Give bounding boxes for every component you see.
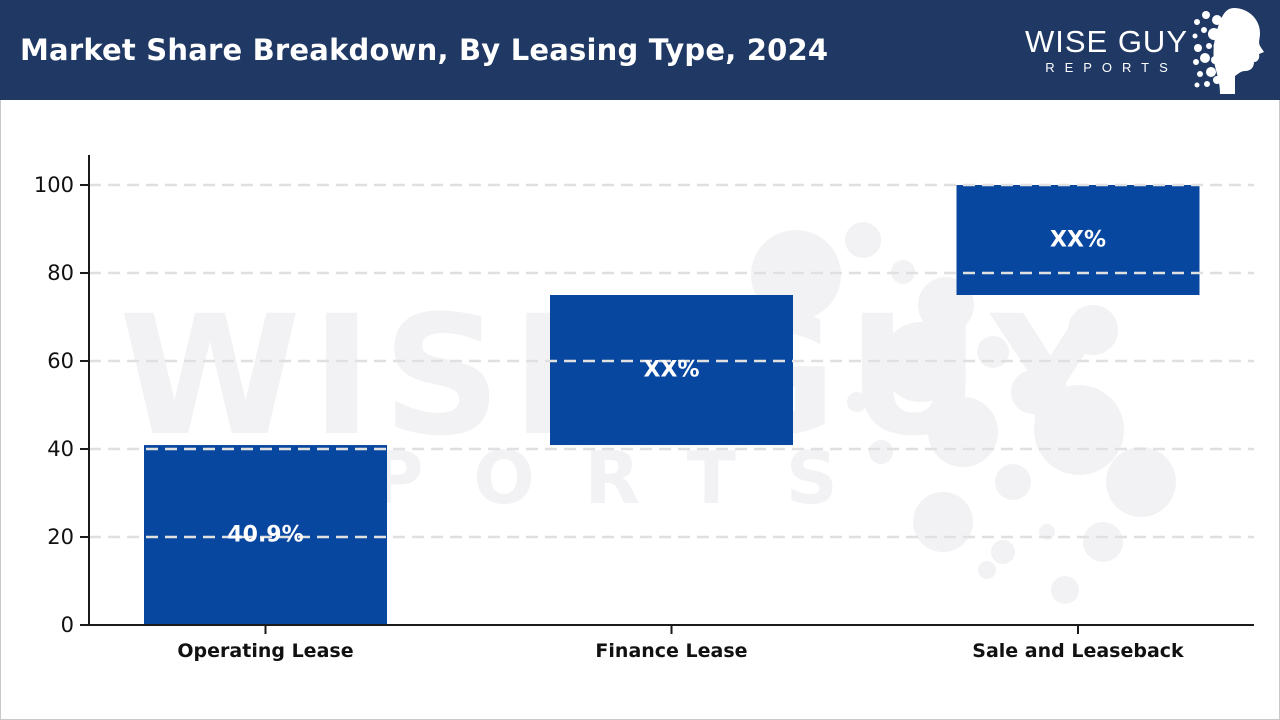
x-tick-label: Sale and Leaseback bbox=[972, 640, 1184, 662]
x-tick-label: Finance Lease bbox=[595, 640, 747, 662]
page-title: Market Share Breakdown, By Leasing Type,… bbox=[20, 33, 829, 67]
watermark-dot bbox=[991, 540, 1015, 564]
watermark-dot bbox=[845, 222, 881, 258]
y-tick-label: 0 bbox=[61, 613, 74, 637]
header-bar: Market Share Breakdown, By Leasing Type,… bbox=[0, 0, 1280, 100]
watermark-dot bbox=[1083, 522, 1123, 562]
y-tick-label: 20 bbox=[47, 525, 74, 549]
chart-area: WISE GUYREPORTS40.9%XX%XX%020406080100Op… bbox=[0, 100, 1280, 720]
market-share-chart: WISE GUYREPORTS40.9%XX%XX%020406080100Op… bbox=[34, 155, 1254, 662]
watermark-dot bbox=[847, 392, 867, 412]
bar-value-label: XX% bbox=[644, 358, 700, 383]
watermark-dot bbox=[869, 440, 893, 464]
watermark-dot bbox=[1034, 385, 1124, 475]
brand-logo: WISE GUY REPORTS bbox=[1025, 6, 1266, 94]
watermark-dot bbox=[1106, 447, 1176, 517]
watermark-dot bbox=[891, 260, 915, 284]
brand-subname: REPORTS bbox=[1045, 60, 1178, 75]
brand-logo-text: WISE GUY REPORTS bbox=[1025, 26, 1188, 74]
brand-name: WISE GUY bbox=[1024, 24, 1188, 59]
watermark-dot bbox=[995, 464, 1031, 500]
y-tick-label: 100 bbox=[34, 173, 74, 197]
watermark-dot bbox=[978, 561, 996, 579]
x-tick-label: Operating Lease bbox=[177, 640, 353, 662]
bar-finance-lease bbox=[550, 295, 793, 446]
bar-value-label: 40.9% bbox=[227, 523, 303, 548]
face-profile-icon bbox=[1192, 8, 1264, 94]
y-tick-label: 40 bbox=[47, 437, 74, 461]
y-tick-label: 80 bbox=[47, 261, 74, 285]
watermark-dot bbox=[1051, 576, 1079, 604]
watermark-dot bbox=[977, 336, 1009, 368]
watermark-dot bbox=[913, 492, 973, 552]
watermark-dot bbox=[928, 397, 998, 467]
bar-operating-lease bbox=[144, 445, 387, 625]
bar-value-label: XX% bbox=[1050, 228, 1106, 253]
bar-sale-and-leaseback bbox=[956, 185, 1200, 295]
watermark-dot bbox=[881, 322, 961, 402]
y-tick-label: 60 bbox=[47, 349, 74, 373]
watermark-dot bbox=[1068, 305, 1118, 355]
